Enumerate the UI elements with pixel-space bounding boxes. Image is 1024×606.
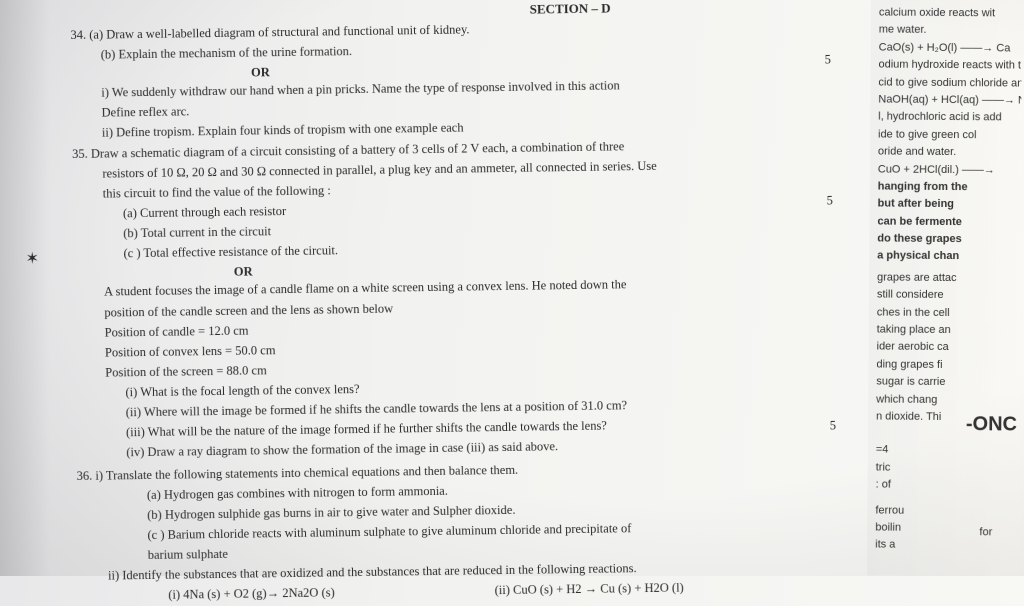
side-r11: but after being xyxy=(878,197,1021,213)
side-r8: oride and water. xyxy=(878,145,1021,161)
side-r27: ferrou xyxy=(875,503,1018,519)
marks-5b: 5 xyxy=(827,191,834,209)
side-column: calcium oxide reacts wit me water. CaO(s… xyxy=(867,0,1024,577)
side-r15: grapes are attac xyxy=(877,270,1020,286)
eq1: (i) 4Na (s) + O2 (g)→ 2Na2O (s) xyxy=(168,584,335,604)
eq2: (ii) CuO (s) + H2 → Cu (s) + H2O (l) xyxy=(495,579,684,600)
side-r16: still considere xyxy=(877,288,1020,304)
side-r24: =4 xyxy=(876,443,1019,459)
marks-5a: 5 xyxy=(825,50,832,68)
side-r19: ider aerobic ca xyxy=(877,340,1020,356)
side-r29: its a xyxy=(875,538,1018,554)
side-r20: ding grapes fi xyxy=(876,357,1019,373)
side-r1: me water. xyxy=(879,23,1022,39)
side-r5: NaOH(aq) + HCl(aq) ——→ NaC xyxy=(878,92,1021,108)
side-r22: which chang xyxy=(876,392,1019,408)
side-r7: ide to give green col xyxy=(878,127,1021,143)
side-r14: a physical chan xyxy=(877,249,1020,265)
side-r12: can be fermente xyxy=(877,214,1020,230)
side-r18: taking place an xyxy=(877,323,1020,339)
side-r9: CuO + 2HCl(dil.) ——→ xyxy=(878,162,1021,178)
star-icon: ✶ xyxy=(25,247,39,270)
side-r26: : of xyxy=(876,478,1019,494)
side-r10: hanging from the xyxy=(878,179,1021,195)
side-r4: cid to give sodium chloride an xyxy=(878,75,1021,91)
side-r2: CaO(s) + H₂O(l) ——→ Ca xyxy=(879,40,1022,56)
side-r6: l, hydrochloric acid is add xyxy=(878,110,1021,126)
marks-5c: 5 xyxy=(830,416,837,434)
side-r13: do these grapes xyxy=(877,232,1020,248)
onc-text: -ONC xyxy=(966,410,1017,438)
side-r17: ches in the cell xyxy=(877,305,1020,321)
side-r3: odium hydroxide reacts with t xyxy=(878,58,1021,74)
side-r28: boilin xyxy=(875,520,1018,536)
side-r25: tric xyxy=(876,460,1019,476)
side-r21: sugar is carrie xyxy=(876,375,1019,391)
side-r30: for xyxy=(979,525,992,540)
exam-page: SECTION – D 34. (a) Draw a well-labelled… xyxy=(0,0,878,576)
side-r0: calcium oxide reacts wit xyxy=(879,6,1022,22)
